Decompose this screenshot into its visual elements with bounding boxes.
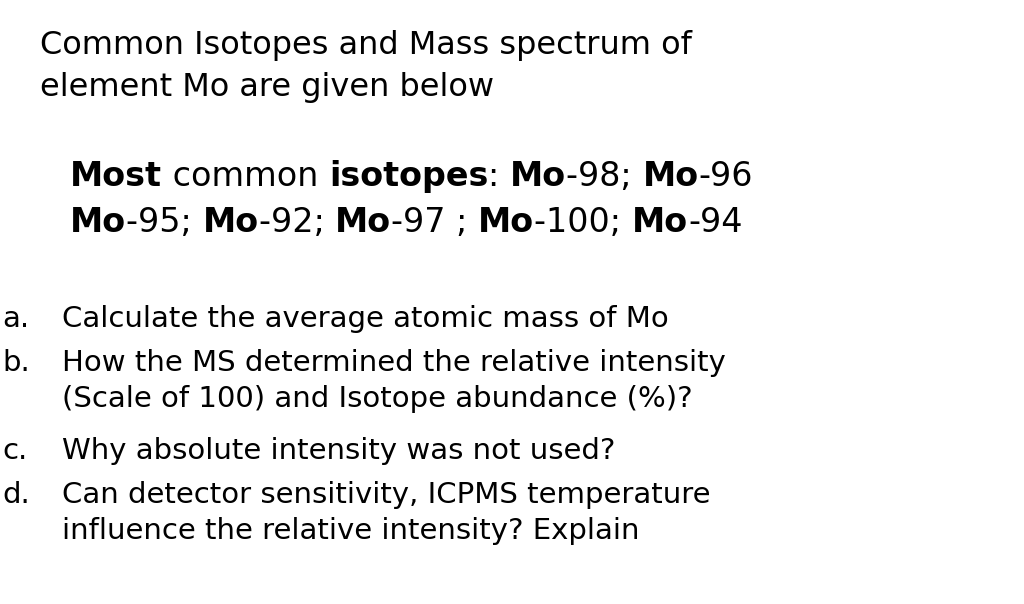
Text: -100;: -100; [535,206,632,239]
Text: Mo: Mo [335,206,391,239]
Text: Mo: Mo [643,160,698,193]
Text: -94: -94 [688,206,742,239]
Text: b.: b. [2,349,30,377]
Text: Common Isotopes and Mass spectrum of: Common Isotopes and Mass spectrum of [40,30,692,61]
Text: common: common [162,160,329,193]
Text: :: : [488,160,510,193]
Text: element Mo are given below: element Mo are given below [40,72,494,103]
Text: -95;: -95; [126,206,203,239]
Text: Mo: Mo [70,206,126,239]
Text: Calculate the average atomic mass of Mo: Calculate the average atomic mass of Mo [62,305,669,333]
Text: d.: d. [2,481,30,509]
Text: c.: c. [2,437,28,465]
Text: Mo: Mo [510,160,566,193]
Text: isotopes: isotopes [329,160,488,193]
Text: -92;: -92; [259,206,335,239]
Text: Can detector sensitivity, ICPMS temperature
influence the relative intensity? Ex: Can detector sensitivity, ICPMS temperat… [62,481,711,545]
Text: Mo: Mo [478,206,535,239]
Text: Mo: Mo [203,206,259,239]
Text: Why absolute intensity was not used?: Why absolute intensity was not used? [62,437,615,465]
Text: -97 ;: -97 ; [391,206,478,239]
Text: -98;: -98; [566,160,643,193]
Text: Mo: Mo [632,206,688,239]
Text: a.: a. [2,305,29,333]
Text: -96: -96 [698,160,754,193]
Text: How the MS determined the relative intensity
(Scale of 100) and Isotope abundanc: How the MS determined the relative inten… [62,349,726,413]
Text: Most: Most [70,160,162,193]
